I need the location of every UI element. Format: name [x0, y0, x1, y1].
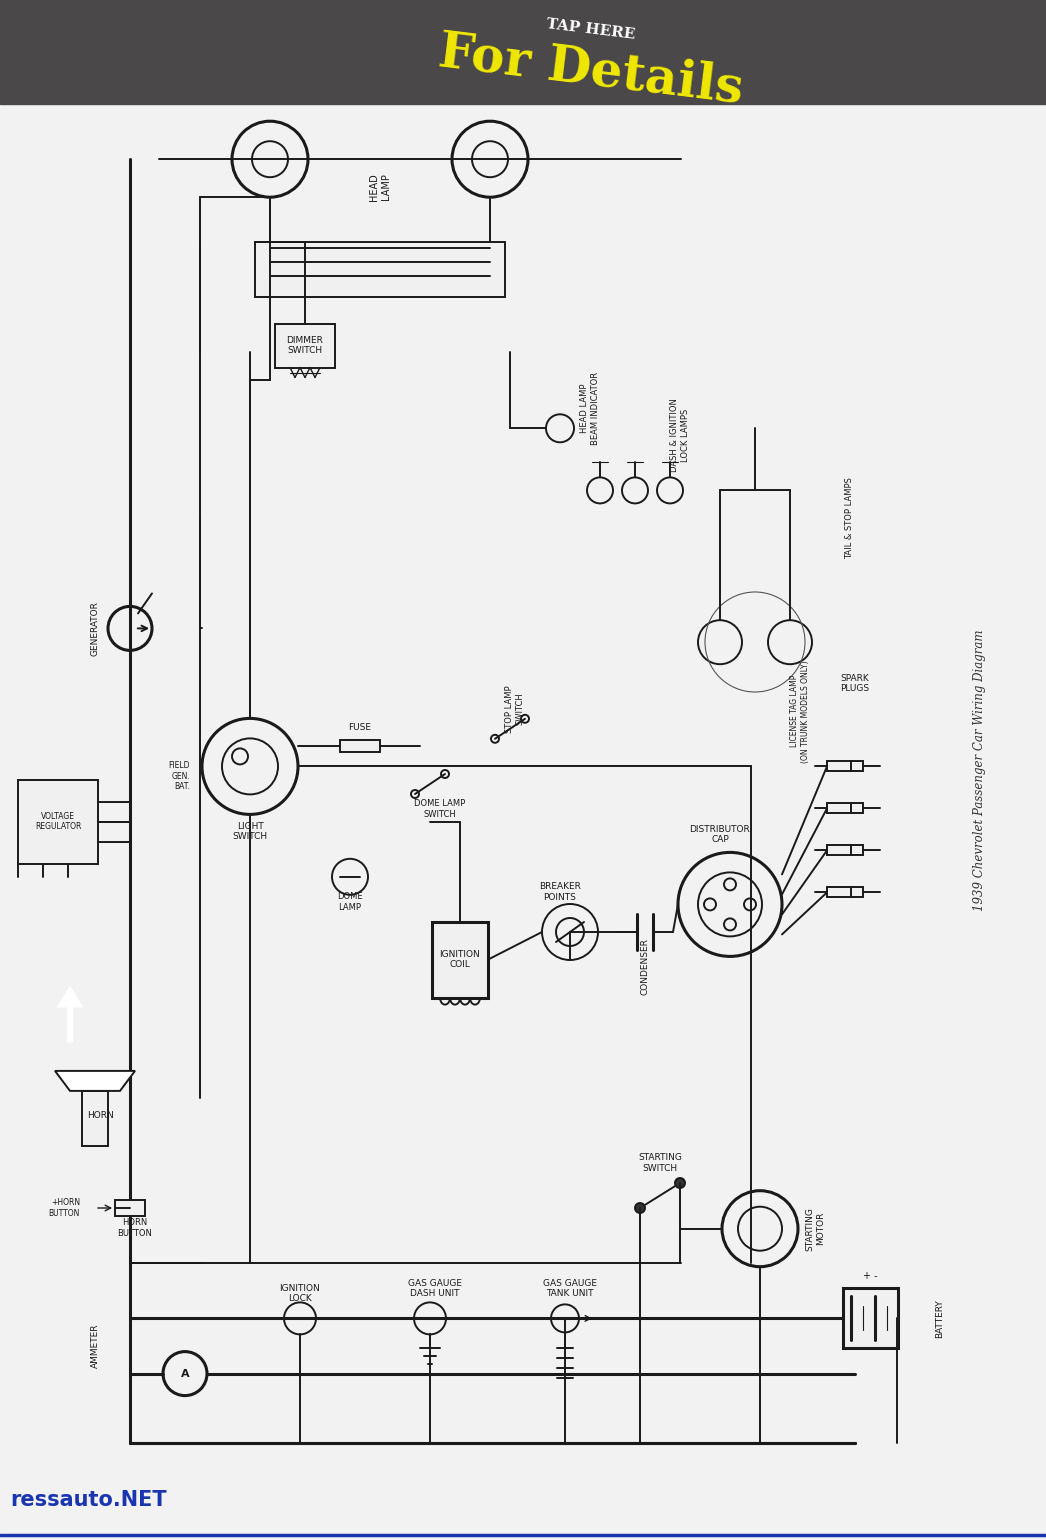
Text: DOME LAMP
SWITCH: DOME LAMP SWITCH — [414, 799, 465, 819]
Text: CONDENSER: CONDENSER — [640, 938, 650, 995]
Text: AMMETER: AMMETER — [91, 1324, 99, 1368]
Text: IGNITION
LOCK: IGNITION LOCK — [279, 1284, 320, 1303]
Text: + -: + - — [863, 1272, 878, 1281]
Text: HEAD
LAMP: HEAD LAMP — [369, 172, 391, 200]
Text: DOME
LAMP: DOME LAMP — [337, 892, 363, 912]
Text: STARTING
MOTOR: STARTING MOTOR — [805, 1207, 824, 1250]
Text: STARTING
SWITCH: STARTING SWITCH — [638, 1153, 682, 1172]
Text: LICENSE TAG LAMP
(ON TRUNK MODELS ONLY): LICENSE TAG LAMP (ON TRUNK MODELS ONLY) — [791, 659, 810, 762]
Text: HEAD LAMP
BEAM INDICATOR: HEAD LAMP BEAM INDICATOR — [581, 371, 599, 445]
Text: GAS GAUGE
DASH UNIT: GAS GAUGE DASH UNIT — [408, 1278, 462, 1298]
Bar — [827, 761, 863, 772]
Bar — [827, 804, 863, 813]
Text: DIMMER
SWITCH: DIMMER SWITCH — [287, 336, 323, 356]
Bar — [827, 845, 863, 855]
Circle shape — [675, 1178, 685, 1187]
Text: BATTERY: BATTERY — [935, 1300, 945, 1338]
Text: ressauto.NET: ressauto.NET — [10, 1491, 166, 1511]
Bar — [0, 0, 1046, 105]
Text: GENERATOR: GENERATOR — [91, 601, 99, 656]
Text: STOP LAMP
SWITCH: STOP LAMP SWITCH — [505, 685, 525, 733]
Text: LIGHT
SWITCH: LIGHT SWITCH — [232, 822, 268, 841]
Text: FUSE: FUSE — [348, 724, 371, 732]
Text: FIELD
GEN.
BAT.: FIELD GEN. BAT. — [168, 761, 190, 792]
Text: 1939 Chevrolet Passenger Car Wiring Diagram: 1939 Chevrolet Passenger Car Wiring Diag… — [974, 630, 986, 910]
Text: TAIL & STOP LAMPS: TAIL & STOP LAMPS — [845, 477, 855, 559]
Text: SPARK
PLUGS: SPARK PLUGS — [840, 675, 869, 693]
Bar — [115, 1200, 145, 1217]
Text: HORN
BUTTON: HORN BUTTON — [117, 1218, 153, 1238]
Text: HORN: HORN — [87, 1112, 113, 1121]
Text: DISTRIBUTOR
CAP: DISTRIBUTOR CAP — [689, 825, 750, 844]
Bar — [432, 921, 488, 998]
Bar — [255, 242, 505, 297]
Bar — [340, 739, 380, 752]
FancyArrow shape — [58, 987, 83, 1043]
Text: DASH & IGNITION
LOCK LAMPS: DASH & IGNITION LOCK LAMPS — [670, 399, 689, 473]
Bar — [827, 887, 863, 898]
Bar — [275, 323, 335, 368]
Text: +HORN
BUTTON: +HORN BUTTON — [48, 1198, 79, 1218]
Text: A: A — [181, 1369, 189, 1378]
Text: For Details: For Details — [436, 28, 746, 114]
Circle shape — [635, 1203, 645, 1214]
Text: GAS GAUGE
TANK UNIT: GAS GAUGE TANK UNIT — [543, 1278, 597, 1298]
Bar — [843, 1289, 899, 1349]
Bar — [82, 1090, 108, 1146]
Polygon shape — [55, 1070, 135, 1090]
Text: VOLTAGE
REGULATOR: VOLTAGE REGULATOR — [35, 812, 82, 832]
Text: IGNITION
COIL: IGNITION COIL — [439, 950, 480, 969]
Text: BREAKER
POINTS: BREAKER POINTS — [539, 882, 581, 902]
Text: TAP HERE: TAP HERE — [546, 17, 636, 42]
Bar — [18, 779, 98, 864]
